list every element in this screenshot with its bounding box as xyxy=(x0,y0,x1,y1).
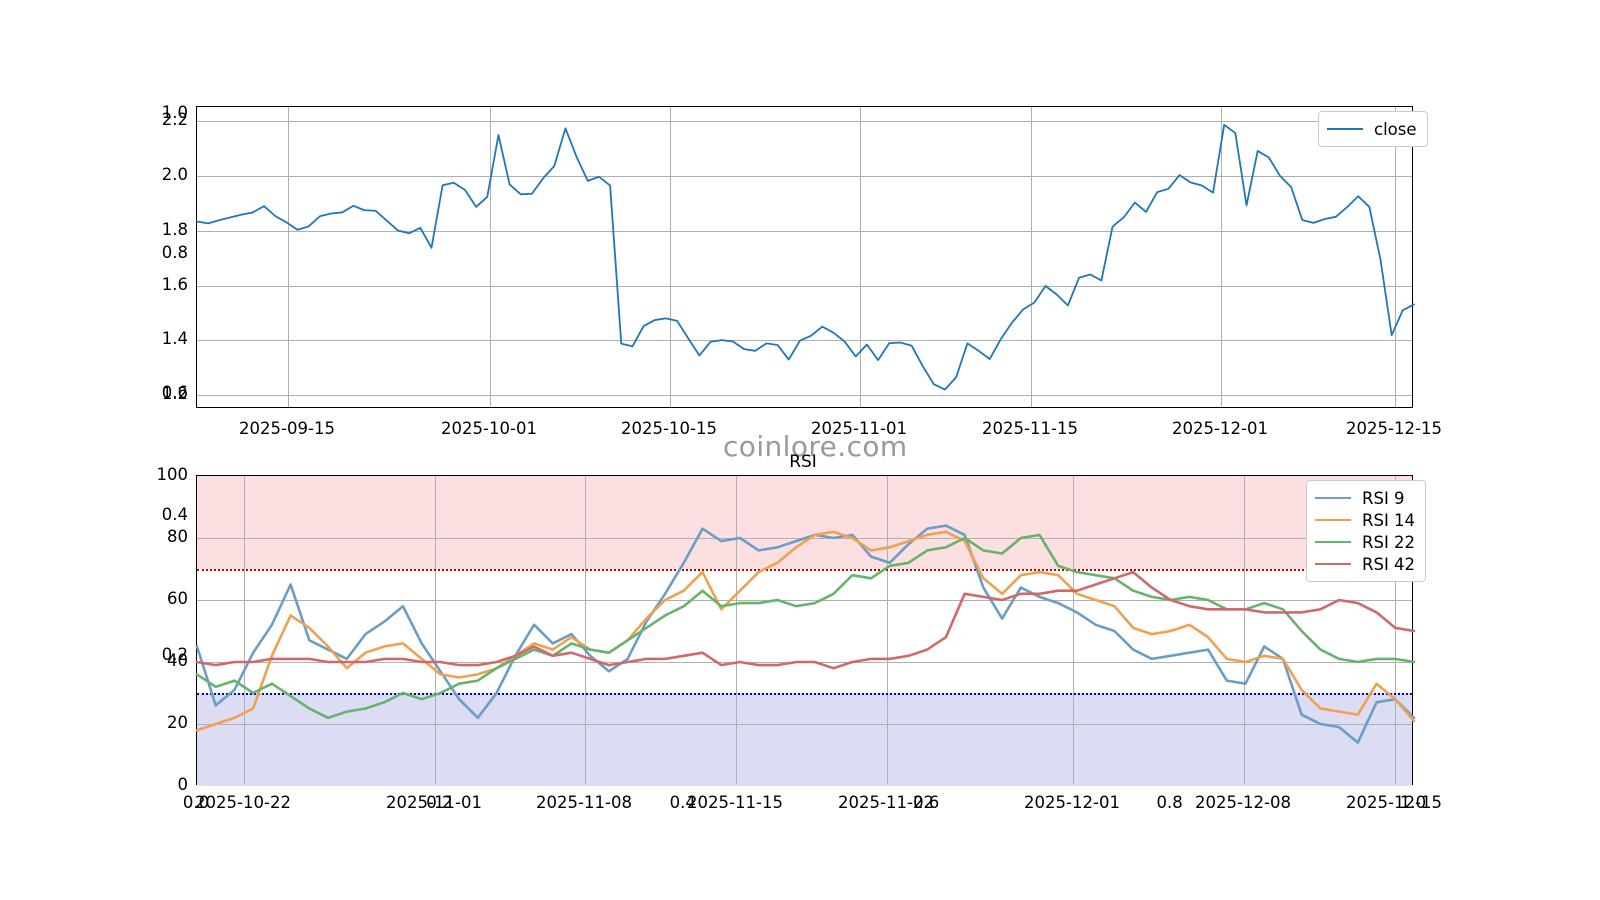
rsi-x-ghost-tick-label: 0.6 xyxy=(913,793,940,812)
rsi-x-tick-label: 2025-11-22 xyxy=(838,793,934,812)
rsi-x-ghost-tick-label: 0.4 xyxy=(669,793,696,812)
price-x-tick-label: 2025-12-15 xyxy=(1346,419,1442,438)
rsi-x-ghost-tick-label: 0.8 xyxy=(1156,793,1183,812)
rsi-gridline-h xyxy=(197,600,1412,601)
legend-swatch-icon xyxy=(1315,497,1351,499)
price-y-ghost-tick-label: 0.6 xyxy=(161,383,188,402)
legend-item: RSI 14 xyxy=(1315,509,1415,531)
rsi-overbought-level-line xyxy=(197,569,1412,571)
price-y-ghost-tick-label: 1.0 xyxy=(161,103,188,122)
price-y-ghost-tick-label: 0.8 xyxy=(161,243,188,262)
rsi-overbought-band xyxy=(197,476,1412,569)
rsi-gridline-v xyxy=(1073,476,1074,784)
rsi-gridline-v xyxy=(244,476,245,784)
legend-swatch-icon xyxy=(1315,541,1351,543)
price-gridline-v xyxy=(1221,107,1222,407)
rsi-y-tick-label: 80 xyxy=(167,527,188,546)
rsi-y-tick-label: 40 xyxy=(167,651,188,670)
price-y-tick-label: 1.8 xyxy=(161,219,188,239)
legend-item-label: RSI 22 xyxy=(1362,532,1416,552)
legend-item: close xyxy=(1327,118,1417,140)
price-gridline-v xyxy=(860,107,861,407)
rsi-chart-title: RSI xyxy=(789,452,817,472)
price-y-tick-label: 2.2 xyxy=(161,109,188,129)
price-x-tick-label: 2025-10-15 xyxy=(621,419,717,438)
legend-item-label: close xyxy=(1374,119,1417,139)
price-x-tick-label: 2025-10-01 xyxy=(441,419,537,438)
rsi-chart-panel xyxy=(195,475,1416,786)
rsi-x-tick-label: 2025-11-15 xyxy=(687,793,783,812)
price-gridline-h xyxy=(197,340,1412,342)
price-x-tick-label: 2025-11-01 xyxy=(811,419,907,438)
legend-swatch-icon xyxy=(1315,563,1351,565)
watermark: coinlore.com xyxy=(723,430,908,463)
rsi-x-tick-label: 2025-10-22 xyxy=(195,793,291,812)
price-y-tick-label: 1.2 xyxy=(161,384,188,404)
price-series-svg xyxy=(196,123,1415,391)
legend-swatch-icon xyxy=(1315,519,1351,521)
price-y-tick-label: 2.0 xyxy=(161,164,188,184)
rsi-oversold-level-line xyxy=(197,693,1412,695)
price-legend: close xyxy=(1318,111,1428,147)
rsi-x-tick-label: 2025-12-01 xyxy=(1024,793,1120,812)
price-y-tick-label: 1.6 xyxy=(161,274,188,294)
rsi-oversold-band xyxy=(197,693,1412,786)
rsi-y-tick-label: 0 xyxy=(177,775,189,794)
rsi-y-ghost-tick-label: 0.2 xyxy=(161,645,188,664)
rsi-x-ghost-tick-label: 0.0 xyxy=(182,793,210,812)
price-gridline-h xyxy=(197,230,1412,232)
price-gridline-v xyxy=(490,107,491,407)
legend-item: RSI 42 xyxy=(1315,553,1415,575)
price-x-tick-label: 2025-11-15 xyxy=(982,419,1078,438)
price-x-tick-label: 2025-09-15 xyxy=(239,419,335,438)
price-y-tick-label: 1.4 xyxy=(161,329,188,349)
rsi-y-ghost-tick-label: 0.4 xyxy=(161,505,188,524)
rsi-x-tick-label: 2025-11-08 xyxy=(536,793,632,812)
price-gridline-v xyxy=(1031,107,1032,407)
rsi-y-tick-label: 60 xyxy=(167,589,188,608)
rsi-gridline-v xyxy=(585,476,586,784)
rsi-gridline-h xyxy=(197,724,1412,725)
price-x-tick-label: 2025-12-01 xyxy=(1172,419,1268,438)
rsi-y-tick-label: 20 xyxy=(167,713,188,732)
rsi-x-tick-label: 2025-11-01 xyxy=(386,793,482,812)
legend-swatch-icon xyxy=(1327,128,1363,130)
legend-item-label: RSI 9 xyxy=(1362,488,1405,508)
rsi-y-tick-label: 100 xyxy=(156,465,189,484)
rsi-gridline-v xyxy=(1244,476,1245,784)
rsi-series-svg xyxy=(195,524,1416,744)
legend-item-label: RSI 14 xyxy=(1362,510,1416,530)
rsi-x-ghost-tick-label: 0.2 xyxy=(426,793,453,812)
legend-item-label: RSI 42 xyxy=(1362,554,1416,574)
rsi-gridline-v xyxy=(887,476,888,784)
price-gridline-v xyxy=(1395,107,1396,407)
price-gridline-h xyxy=(197,285,1412,287)
price-gridline-v xyxy=(288,107,289,407)
rsi-x-tick-label: 2025-12-08 xyxy=(1195,793,1291,812)
price-chart-panel xyxy=(196,106,1415,408)
legend-item: RSI 9 xyxy=(1315,487,1415,509)
rsi-legend: RSI 9 RSI 14 RSI 22 RSI 42 xyxy=(1306,480,1427,582)
price-gridline-h xyxy=(197,120,1412,122)
rsi-gridline-v xyxy=(1395,476,1396,784)
rsi-gridline-v xyxy=(435,476,436,784)
legend-item: RSI 22 xyxy=(1315,531,1415,553)
price-gridline-h xyxy=(197,175,1412,177)
rsi-x-ghost-tick-label: 1.0 xyxy=(1399,793,1427,812)
rsi-x-tick-label: 2025-12-15 xyxy=(1346,793,1442,812)
price-gridline-h xyxy=(197,395,1412,397)
price-gridline-v xyxy=(670,107,671,407)
rsi-gridline-v xyxy=(736,476,737,784)
